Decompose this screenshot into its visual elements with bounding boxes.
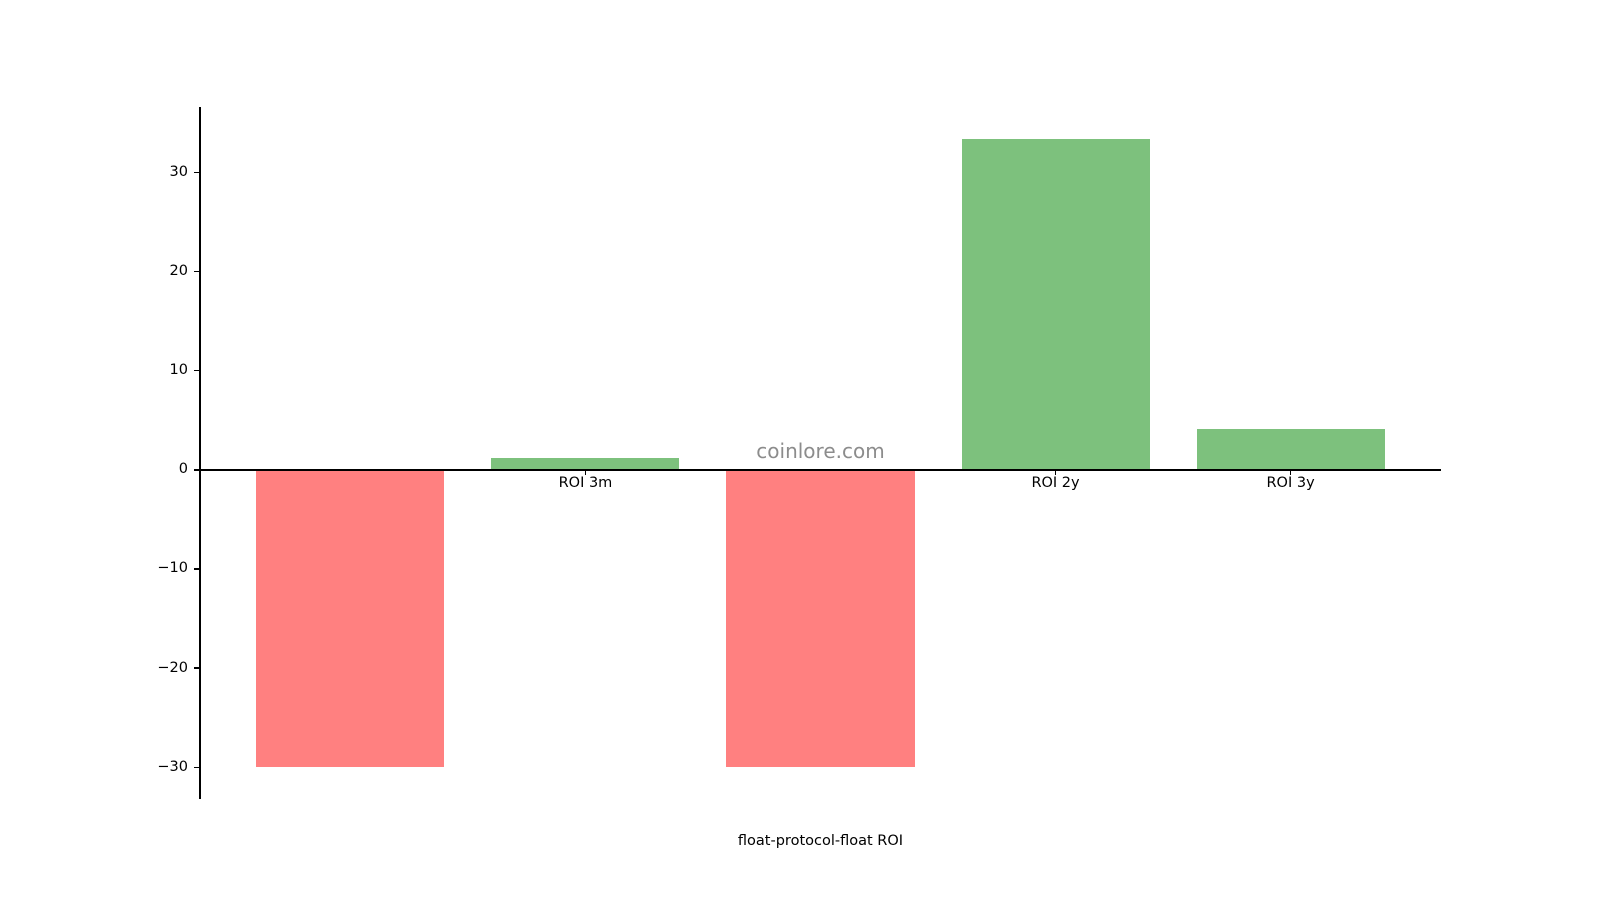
x-axis-tick (1289, 469, 1292, 475)
chart-title: float-protocol-float ROI (737, 833, 904, 849)
x-axis-tick-label: ROI 2y (1031, 475, 1080, 492)
y-axis-spine (199, 107, 201, 799)
bar-5 (1196, 429, 1385, 470)
bar-3 (726, 469, 915, 768)
x-axis-tick-label: ROI 3m (558, 475, 613, 492)
bar-2 (491, 457, 680, 470)
y-axis-tick-label: −10 (157, 560, 188, 577)
y-axis-tick-label: 0 (178, 461, 188, 478)
x-axis-tick (584, 469, 587, 475)
y-axis-tick-label: 20 (169, 263, 188, 280)
x-axis-tick-label: ROI 3y (1266, 475, 1315, 492)
y-axis-tick (193, 469, 200, 471)
y-axis-tick-label: −20 (157, 659, 188, 676)
y-axis-tick (193, 766, 200, 769)
y-axis-tick (193, 270, 200, 273)
bar-1 (256, 469, 445, 768)
watermark-text: coinlore.com (756, 439, 885, 463)
y-axis-tick-label: −30 (157, 758, 188, 775)
y-axis-tick-label: 10 (169, 362, 188, 379)
y-axis-tick (193, 369, 200, 372)
x-axis-zero-line (200, 469, 1441, 471)
bar-4 (961, 138, 1150, 470)
y-axis-tick-label: 30 (169, 163, 188, 180)
y-axis-tick (193, 171, 200, 174)
y-axis-tick (193, 667, 200, 669)
y-axis-tick (193, 568, 200, 570)
x-axis-tick (1054, 469, 1057, 475)
